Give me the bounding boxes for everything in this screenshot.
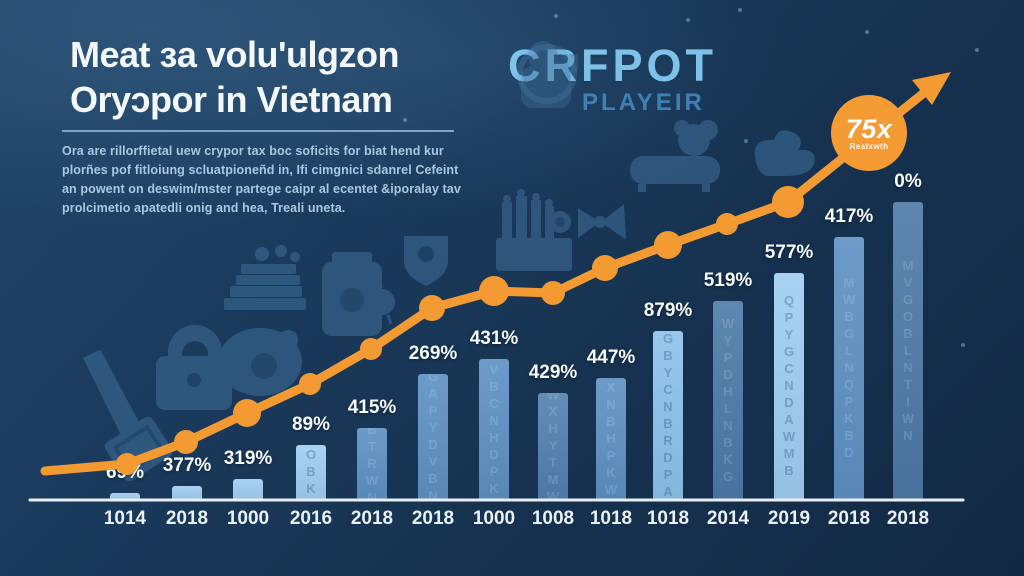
trend-point (592, 255, 618, 281)
bar-watermark: GAPYDVBN (425, 374, 441, 500)
intro-paragraph: Ora are rillorffietal uew crypor tax boc… (62, 142, 461, 218)
brand-logo-primary: CRFPOT (508, 40, 717, 91)
trend-point (419, 295, 445, 321)
turkey-icon (364, 265, 395, 325)
x-axis-label: 2014 (706, 508, 750, 529)
x-axis-label: 1008 (531, 508, 575, 529)
bar-watermark: GBYCNBRDPA (660, 331, 676, 500)
bar-value-label: 429% (528, 362, 578, 383)
trend-line (40, 75, 945, 476)
x-axis-label: 2018 (411, 508, 455, 529)
title-divider (62, 130, 454, 132)
bar-11: QPYGCNDAWMB (774, 273, 804, 500)
growth-badge-value: 75x (845, 113, 893, 144)
trend-point (174, 430, 198, 454)
x-axis-label: 1000 (472, 508, 516, 529)
x-axis-label: 2018 (827, 508, 871, 529)
bar-value-label: 377% (162, 455, 212, 476)
page-title-line2: Oryɔpor in Vietnam (70, 79, 393, 120)
growth-badge: 75x Reatxwth (831, 95, 907, 171)
bar-value-label: 577% (764, 242, 814, 263)
trend-point (541, 281, 565, 305)
bathtub-sofa-icon (630, 120, 720, 192)
shield-icon (404, 236, 448, 286)
bar-watermark: OBK (303, 447, 319, 498)
brand-logo-secondary: PLAYEIR (582, 89, 705, 116)
bar-watermark: MWBGLNQPKBD (841, 275, 857, 462)
x-axis-label: 2016 (289, 508, 333, 529)
bar-value-label: 879% (643, 300, 693, 321)
bar-watermark: QPYGCNDAWMB (781, 293, 797, 480)
bar-12: MWBGLNQPKBD (834, 237, 864, 500)
bar-6: QVBCNHDPKV (479, 359, 509, 500)
planter-box-icon (496, 189, 572, 271)
bar-9: GBYCNBRDPA (653, 331, 683, 500)
bar-1 (172, 486, 202, 500)
trend-point (299, 373, 321, 395)
bar-watermark: BTRWN (364, 428, 380, 500)
swan-icon (754, 130, 815, 176)
ribbon-bow-icon (578, 204, 626, 240)
intro-line: plorñes pof fitloiung scluatpioneñd in, … (62, 163, 459, 177)
bar-watermark: MXNBHPKWQ (603, 378, 619, 500)
bar-value-label: 431% (469, 328, 519, 349)
bar-8: MXNBHPKWQ (596, 378, 626, 500)
x-axis-label: 2018 (350, 508, 394, 529)
bar-watermark: AWXHYTMWK (545, 393, 561, 500)
x-axis-label: 1018 (646, 508, 690, 529)
bar-13: MVGOBLNTIWN (893, 202, 923, 500)
bar-value-label: 519% (703, 270, 753, 291)
intro-line: an powent on deswim/mster partege caipr … (62, 182, 461, 196)
book-stack-icon (224, 245, 306, 310)
trend-point (479, 276, 509, 306)
trend-point (116, 453, 138, 475)
x-axis-label: 2018 (886, 508, 930, 529)
padlock-icon (156, 325, 232, 410)
bar-value-label: 417% (824, 206, 874, 227)
photographer-icon (517, 41, 578, 108)
trend-point (233, 399, 261, 427)
bar-value-label: 269% (408, 343, 458, 364)
bar-value-label: 447% (586, 347, 636, 368)
intro-line: Ora are rillorffietal uew crypor tax boc… (62, 144, 444, 158)
rose-icon (549, 211, 571, 233)
x-axis-label: 2018 (165, 508, 209, 529)
machine-blob-icon (218, 328, 302, 396)
page-title-line1: Meat ɜa volu'ulgzon (70, 34, 399, 75)
x-axis-label: 2019 (767, 508, 811, 529)
x-axis-label: 1018 (589, 508, 633, 529)
page-title: Meat ɜa volu'ulgzon Oryɔpor in Vietnam (70, 32, 399, 122)
bar-value-label: 89% (291, 414, 331, 435)
bar-value-label: 319% (223, 448, 273, 469)
bar-2 (233, 479, 263, 500)
x-axis-label: 1014 (103, 508, 147, 529)
bar-value-label: 0% (894, 171, 922, 192)
growth-badge-subtext: Reatxwth (849, 141, 889, 151)
bar-0 (110, 493, 140, 500)
trend-point (772, 186, 804, 218)
bar-10: WYPDHLNBKG (713, 301, 743, 500)
bar-watermark: MVGOBLNTIWN (900, 257, 916, 445)
bar-value-label: 415% (347, 397, 397, 418)
bar-4: BTRWN (357, 428, 387, 500)
star-specks (300, 8, 979, 347)
bar-7: AWXHYTMWK (538, 393, 568, 500)
trend-point (716, 213, 738, 235)
trend-point (654, 231, 682, 259)
intro-line: prolcimetio apatedli onig and hea, Treal… (62, 201, 346, 215)
trend-arrow-head-icon (912, 72, 951, 105)
trend-point (360, 338, 382, 360)
x-axis-label: 1000 (226, 508, 270, 529)
bar-5: GAPYDVBN (418, 374, 448, 500)
bar-watermark: QVBCNHDPKV (486, 359, 502, 500)
bar-watermark: WYPDHLNBKG (720, 315, 736, 486)
bar-3: OBK (296, 445, 326, 500)
